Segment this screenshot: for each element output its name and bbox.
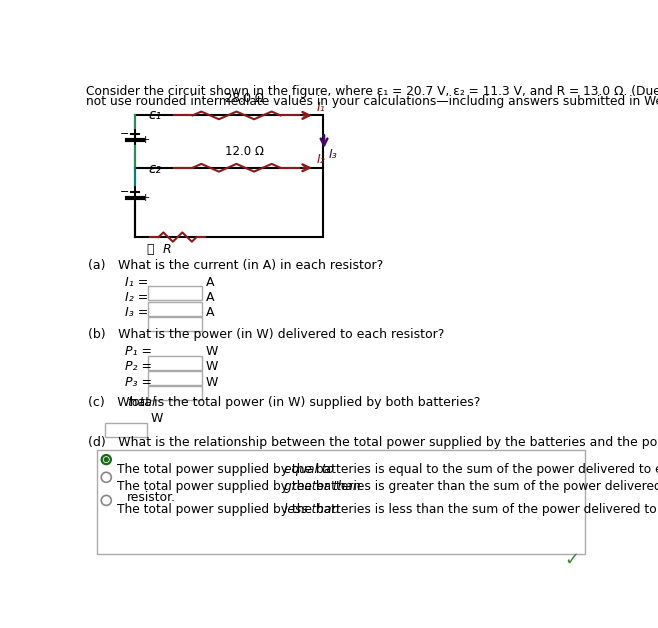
Circle shape xyxy=(101,495,111,506)
Text: W: W xyxy=(205,345,218,358)
Text: The total power supplied by the batteries is greater than the sum of the power d: The total power supplied by the batterie… xyxy=(117,480,658,494)
Text: 12.0 Ω: 12.0 Ω xyxy=(225,144,264,158)
Bar xyxy=(148,371,203,385)
Text: ε₁: ε₁ xyxy=(149,109,162,122)
Text: A: A xyxy=(205,291,214,304)
Text: −: − xyxy=(119,129,129,139)
Text: ✓: ✓ xyxy=(565,551,580,569)
Text: +: + xyxy=(141,135,151,145)
Text: R: R xyxy=(163,243,172,256)
Text: (d) What is the relationship between the total power supplied by the batteries a: (d) What is the relationship between the… xyxy=(88,436,658,449)
Circle shape xyxy=(105,458,108,462)
Text: I₂ =: I₂ = xyxy=(125,291,148,304)
Text: (c) What is the total power (in W) supplied by both batteries?: (c) What is the total power (in W) suppl… xyxy=(88,396,480,409)
Text: P₁ =: P₁ = xyxy=(125,345,152,358)
Circle shape xyxy=(101,472,111,482)
Text: P₂ =: P₂ = xyxy=(125,360,152,373)
Bar xyxy=(105,423,147,437)
Text: −: − xyxy=(119,187,129,197)
Text: W: W xyxy=(151,412,163,425)
Text: not use rounded intermediate values in your calculations—including answers submi: not use rounded intermediate values in y… xyxy=(86,95,658,109)
Text: I₃ =: I₃ = xyxy=(125,306,148,320)
Text: (b) What is the power (in W) delivered to each resistor?: (b) What is the power (in W) delivered t… xyxy=(88,328,444,341)
Text: (a) What is the current (in A) in each resistor?: (a) What is the current (in A) in each r… xyxy=(88,259,383,272)
Text: The total power supplied by the batteries is less than the sum of the power deli: The total power supplied by the batterie… xyxy=(117,504,658,516)
Text: A: A xyxy=(205,306,214,320)
Text: Consider the circuit shown in the figure, where ε₁ = 20.7 V, ε₂ = 11.3 V, and R : Consider the circuit shown in the figure… xyxy=(86,85,658,99)
Text: The total power supplied by the batteries is equal to the sum of the power deliv: The total power supplied by the batterie… xyxy=(117,463,658,475)
Circle shape xyxy=(101,455,111,465)
Text: A: A xyxy=(205,276,214,288)
Text: +: + xyxy=(141,193,151,203)
Text: total: total xyxy=(127,396,156,409)
Text: I₂: I₂ xyxy=(316,153,325,166)
Text: equal to: equal to xyxy=(284,463,334,475)
Text: W: W xyxy=(205,360,218,373)
Circle shape xyxy=(103,457,109,462)
Text: ⓘ: ⓘ xyxy=(147,243,154,256)
Text: I₃: I₃ xyxy=(329,148,338,161)
Text: I₁ =: I₁ = xyxy=(125,276,148,288)
Text: I₁: I₁ xyxy=(316,101,325,114)
Text: ε₂: ε₂ xyxy=(149,163,162,176)
Text: P₃ =: P₃ = xyxy=(125,376,152,389)
Text: resistor.: resistor. xyxy=(126,491,176,504)
Text: 28.0 Ω: 28.0 Ω xyxy=(225,92,264,106)
Text: W: W xyxy=(205,376,218,389)
Bar xyxy=(148,286,203,300)
Bar xyxy=(148,317,203,331)
Text: less than: less than xyxy=(284,504,339,516)
Text: greater than: greater than xyxy=(284,480,361,494)
Bar xyxy=(148,301,203,316)
Bar xyxy=(148,355,203,369)
Bar xyxy=(148,386,203,400)
Bar xyxy=(97,450,585,555)
